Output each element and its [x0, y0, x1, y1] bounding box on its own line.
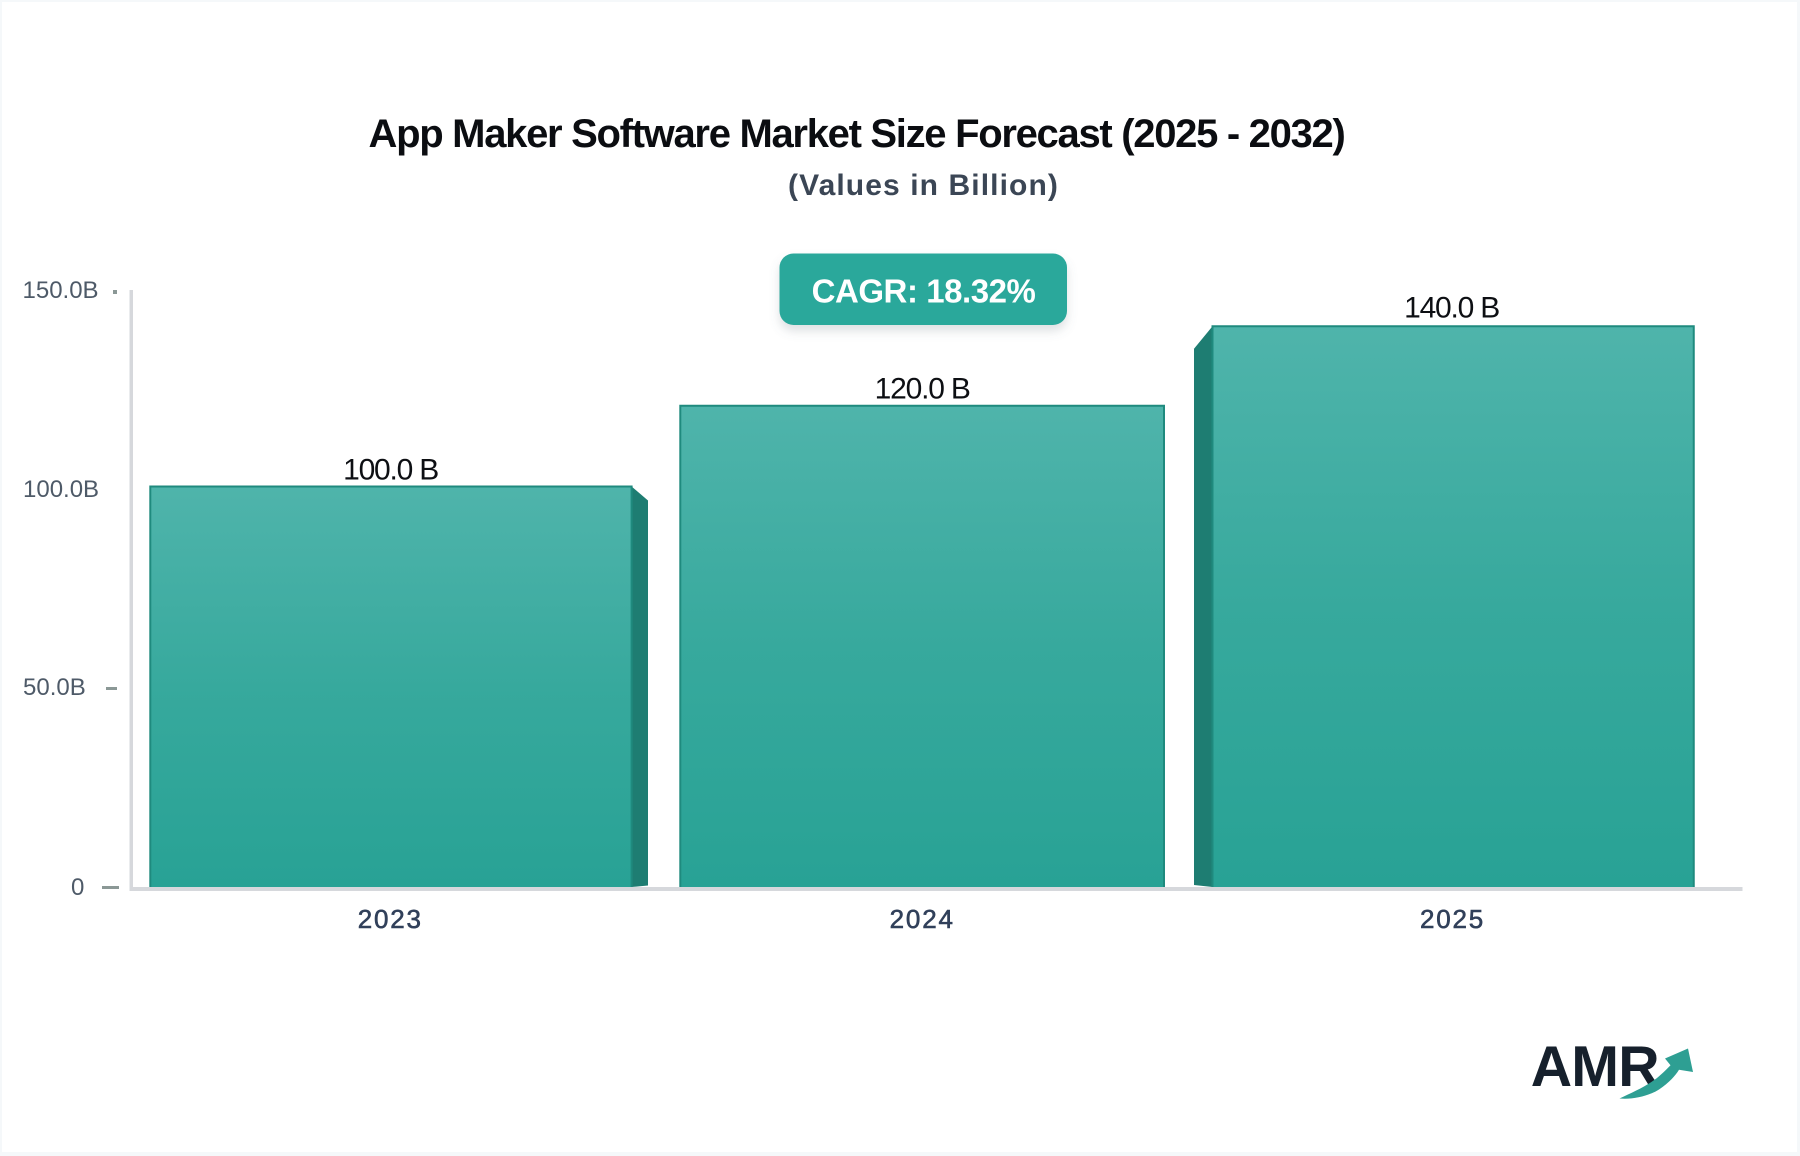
svg-text:(Values in Billion): (Values in Billion) [788, 169, 1059, 202]
svg-text:0: 0 [71, 874, 84, 901]
svg-text:120.0 B: 120.0 B [875, 373, 970, 406]
svg-text:140.0 B: 140.0 B [1404, 292, 1499, 325]
svg-text:50.0B: 50.0B [23, 674, 86, 701]
svg-text:App Maker Software Market Size: App Maker Software Market Size Forecast … [369, 112, 1345, 156]
svg-text:AMR: AMR [1531, 1035, 1660, 1099]
svg-text:2023: 2023 [358, 904, 423, 934]
svg-text:100.0 B: 100.0 B [343, 454, 438, 487]
svg-text:CAGR: 18.32%: CAGR: 18.32% [812, 273, 1036, 310]
svg-text:100.0B: 100.0B [23, 476, 99, 503]
svg-text:2025: 2025 [1420, 904, 1485, 934]
svg-text:150.0B: 150.0B [23, 277, 99, 304]
svg-text:2024: 2024 [890, 904, 955, 934]
